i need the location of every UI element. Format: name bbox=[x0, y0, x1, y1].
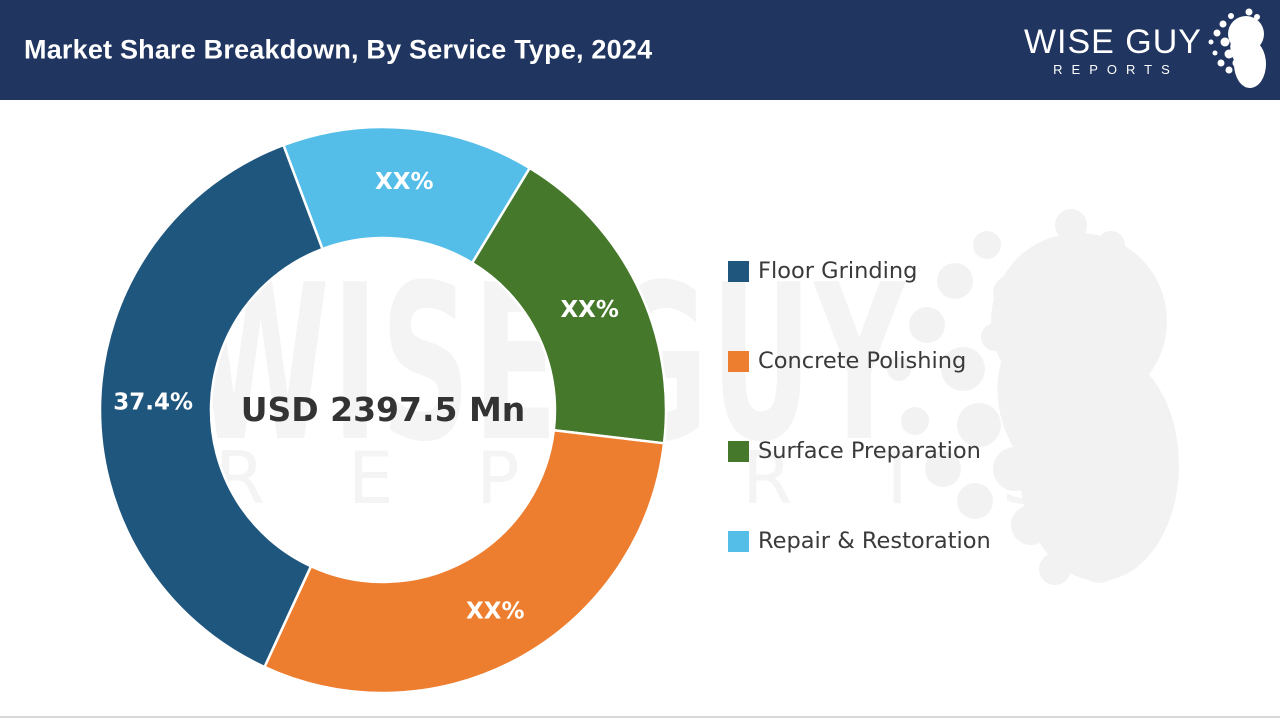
page-title: Market Share Breakdown, By Service Type,… bbox=[24, 34, 653, 65]
watermark-head-icon bbox=[887, 209, 1179, 585]
header: Market Share Breakdown, By Service Type,… bbox=[0, 0, 1280, 100]
legend-label-repair-restoration: Repair & Restoration bbox=[758, 528, 991, 554]
legend-swatch-repair-restoration bbox=[728, 530, 749, 552]
slice-concrete-polishing bbox=[263, 429, 666, 695]
wise-guy-logo: WISE GUY REPORTS bbox=[1024, 6, 1266, 94]
slice-floor-grinding bbox=[98, 143, 324, 669]
legend-label-floor-grinding: Floor Grinding bbox=[758, 258, 918, 284]
legend-swatch-surface-preparation bbox=[728, 440, 749, 462]
legend: Floor Grinding Concrete Polishing Surfac… bbox=[728, 258, 991, 620]
legend-label-surface-preparation: Surface Preparation bbox=[758, 438, 981, 464]
slice-label-concrete-polishing: XX% bbox=[466, 599, 525, 625]
slice-label-repair-restoration: XX% bbox=[375, 169, 434, 195]
chart-center-value: USD 2397.5 Mn bbox=[241, 390, 526, 429]
logo-wordmark: WISE GUY bbox=[1023, 22, 1202, 61]
slice-label-floor-grinding: 37.4% bbox=[113, 390, 193, 416]
legend-swatch-concrete-polishing bbox=[728, 350, 749, 372]
legend-item-repair-restoration: Repair & Restoration bbox=[728, 528, 991, 554]
bottom-divider bbox=[0, 716, 1280, 718]
logo-text: WISE GUY REPORTS bbox=[1024, 24, 1202, 77]
logo-subtitle: REPORTS bbox=[1053, 61, 1179, 77]
legend-label-concrete-polishing: Concrete Polishing bbox=[758, 348, 967, 374]
slice-surface-preparation bbox=[470, 166, 668, 445]
legend-swatch-floor-grinding bbox=[728, 260, 749, 282]
logo-face-icon bbox=[1208, 8, 1266, 88]
donut-chart: USD 2397.5 Mn XX% XX% XX% 37.4% bbox=[98, 125, 668, 695]
slice-label-surface-preparation: XX% bbox=[560, 297, 619, 323]
legend-item-surface-preparation: Surface Preparation bbox=[728, 438, 991, 464]
legend-item-floor-grinding: Floor Grinding bbox=[728, 258, 991, 284]
legend-item-concrete-polishing: Concrete Polishing bbox=[728, 348, 991, 374]
